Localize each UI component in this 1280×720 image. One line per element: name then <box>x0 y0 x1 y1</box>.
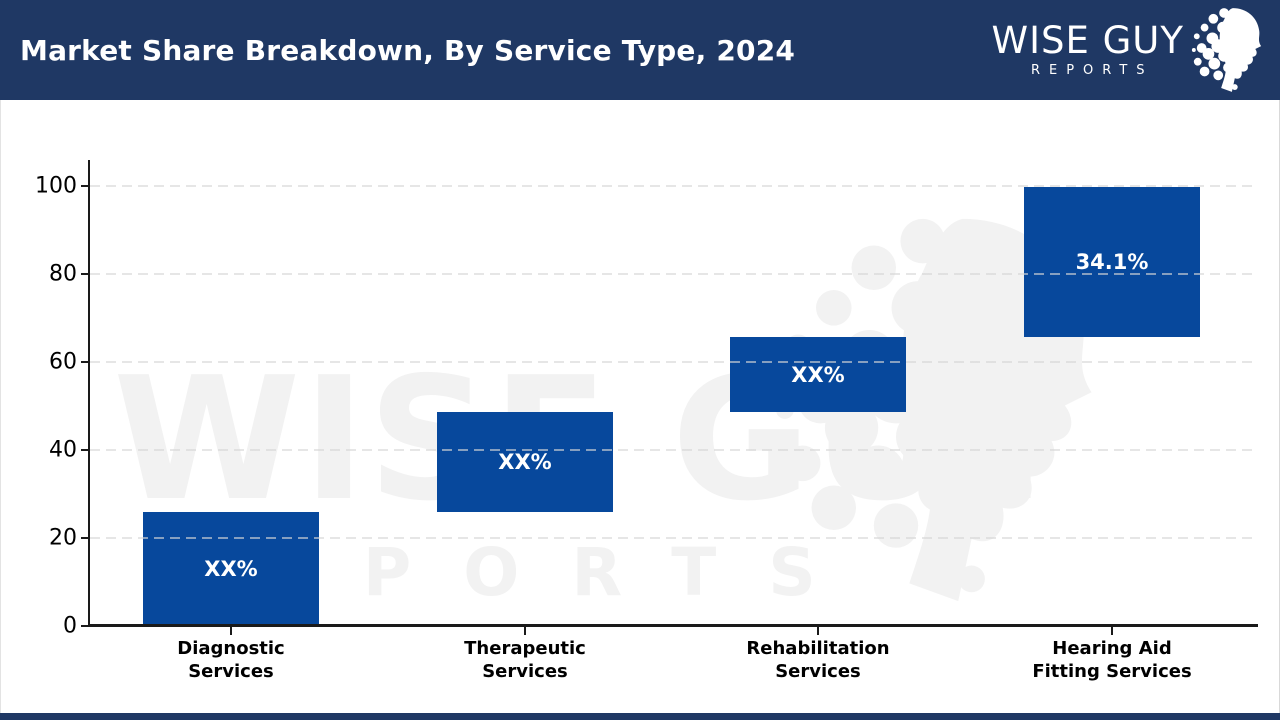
y-axis-tick-label: 40 <box>49 437 77 463</box>
logo-wordmark: WISE GUY <box>991 19 1184 62</box>
x-axis-tick <box>230 627 232 635</box>
x-axis-tick <box>817 627 819 635</box>
category-label-line: Diagnostic <box>177 638 285 659</box>
category-label-line: Services <box>775 660 861 682</box>
x-axis-tick <box>1111 627 1113 635</box>
chart-plot-area: WISE GUY REPORTS 020406080100XX%Diagnost… <box>0 100 1280 713</box>
bar-value-label: XX% <box>204 557 258 582</box>
y-axis-tick <box>81 273 89 275</box>
bar-hearing-aid-fitting-services <box>1024 187 1200 338</box>
y-axis-tick <box>81 449 89 451</box>
footer-accent-bar <box>0 713 1280 720</box>
y-axis-tick <box>81 361 89 363</box>
bar-therapeutic-services <box>437 412 613 513</box>
y-axis-tick-label: 20 <box>49 525 77 551</box>
bar-value-label: XX% <box>791 362 845 387</box>
category-label-line: Services <box>188 660 274 682</box>
y-axis-tick-label: 100 <box>35 173 77 199</box>
gridline-y40 <box>90 449 1257 451</box>
x-axis-line <box>88 624 1258 627</box>
wise-guy-reports-logo: WISE GUY REPORTS <box>992 6 1280 94</box>
category-label-line: Rehabilitation <box>746 638 890 659</box>
y-axis-tick-label: 60 <box>49 349 77 375</box>
gridline-y60 <box>90 361 1257 363</box>
y-axis-tick <box>81 185 89 187</box>
y-axis-tick-label: 80 <box>49 261 77 287</box>
bar-rehabilitation-services <box>730 337 906 413</box>
logo-face-icon <box>1191 8 1262 92</box>
gridline-y100 <box>90 185 1257 187</box>
gridline-y80 <box>90 273 1257 275</box>
x-axis-category-label: Diagnostic Services <box>81 638 381 683</box>
x-axis-category-label: Rehabilitation Services <box>668 638 968 683</box>
category-label-line: Therapeutic <box>464 638 586 659</box>
y-axis-tick <box>81 625 89 627</box>
logo-text: WISE GUY REPORTS <box>992 22 1184 78</box>
x-axis-tick <box>524 627 526 635</box>
gridline-y20 <box>90 537 1257 539</box>
category-label-line: Fitting Services <box>1032 660 1192 682</box>
y-axis-tick <box>81 537 89 539</box>
chart-title: Market Share Breakdown, By Service Type,… <box>20 33 796 67</box>
logo-subtitle: REPORTS <box>1030 63 1154 78</box>
bar-value-label: XX% <box>498 450 552 475</box>
category-label-line: Services <box>482 660 568 682</box>
header-bar: Market Share Breakdown, By Service Type,… <box>0 0 1280 100</box>
x-axis-category-label: Therapeutic Services <box>375 638 675 683</box>
x-axis-category-label: Hearing Aid Fitting Services <box>962 638 1262 683</box>
bar-value-label: 34.1% <box>1075 250 1149 275</box>
y-axis-line <box>88 160 90 627</box>
bar-diagnostic-services <box>143 512 319 626</box>
y-axis-tick-label: 0 <box>63 613 77 639</box>
category-label-line: Hearing Aid <box>1052 638 1172 659</box>
